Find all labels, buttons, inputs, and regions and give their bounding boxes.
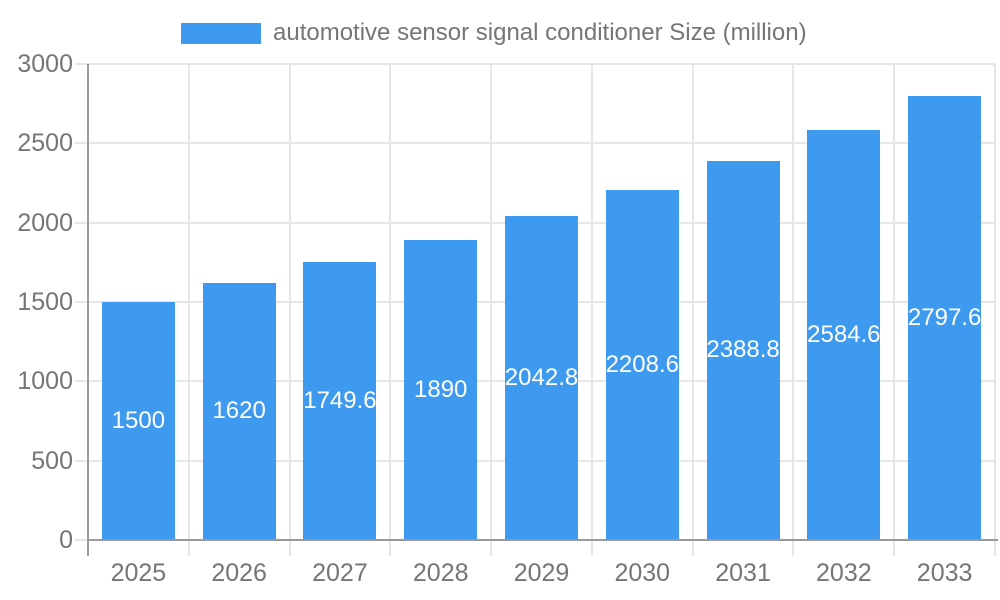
x-gridline — [389, 64, 392, 556]
bar-value-label: 2208.6 — [605, 350, 679, 378]
y-gridline — [75, 63, 995, 65]
bar-value-label: 2388.8 — [706, 336, 780, 364]
bar-value-label: 1890 — [414, 376, 468, 404]
x-tick-label: 2028 — [412, 559, 469, 587]
bar-2025[interactable] — [101, 302, 175, 540]
bar-value-label: 2797.6 — [907, 304, 982, 332]
bar-2027[interactable] — [303, 262, 377, 540]
bar-value-label: 1500 — [111, 407, 166, 434]
x-tick-label: 2027 — [312, 559, 368, 587]
x-gridline — [187, 64, 190, 556]
bar-2032[interactable] — [807, 129, 881, 540]
y-tick-label: 500 — [31, 446, 73, 475]
x-tick-label: 2030 — [614, 559, 671, 587]
y-tick-label: 1000 — [17, 367, 73, 396]
y-tick-label: 1500 — [17, 288, 73, 316]
x-axis-line — [87, 539, 998, 541]
y-tick-label: 0 — [59, 526, 73, 554]
legend-swatch-icon — [181, 22, 261, 44]
bar-value-label: 2584.6 — [807, 320, 881, 348]
bar-2026[interactable] — [202, 282, 276, 540]
x-gridline — [490, 64, 493, 556]
x-tick-label: 2026 — [211, 559, 267, 587]
x-tick-label: 2032 — [816, 559, 872, 587]
x-tick-label: 2025 — [110, 559, 167, 587]
y-tick-label: 2000 — [17, 208, 73, 237]
y-tick-label: 3000 — [17, 50, 73, 78]
x-gridline — [994, 64, 996, 556]
x-gridline — [792, 64, 795, 556]
bar-2029[interactable] — [505, 215, 578, 540]
x-tick-label: 2033 — [916, 559, 973, 587]
y-gridline — [75, 142, 995, 145]
bar-2033[interactable] — [908, 96, 982, 540]
legend-label: automotive sensor signal conditioner Siz… — [273, 19, 807, 46]
bar-value-label: 1749.6 — [303, 387, 377, 415]
y-axis-line — [87, 64, 89, 556]
bar-value-label: 2042.8 — [504, 363, 579, 391]
x-gridline — [893, 64, 896, 556]
bar-2031[interactable] — [706, 160, 780, 540]
y-tick-label: 2500 — [17, 129, 73, 158]
x-tick-label: 2031 — [715, 559, 771, 587]
x-gridline — [288, 64, 291, 556]
bar-value-label: 1620 — [212, 397, 266, 425]
bar-2030[interactable] — [605, 189, 679, 540]
x-gridline — [691, 64, 694, 556]
x-tick-label: 2029 — [513, 559, 570, 587]
x-gridline — [590, 64, 593, 556]
chart-legend: automotive sensor signal conditioner Siz… — [181, 18, 807, 48]
bar-2028[interactable] — [404, 240, 478, 540]
